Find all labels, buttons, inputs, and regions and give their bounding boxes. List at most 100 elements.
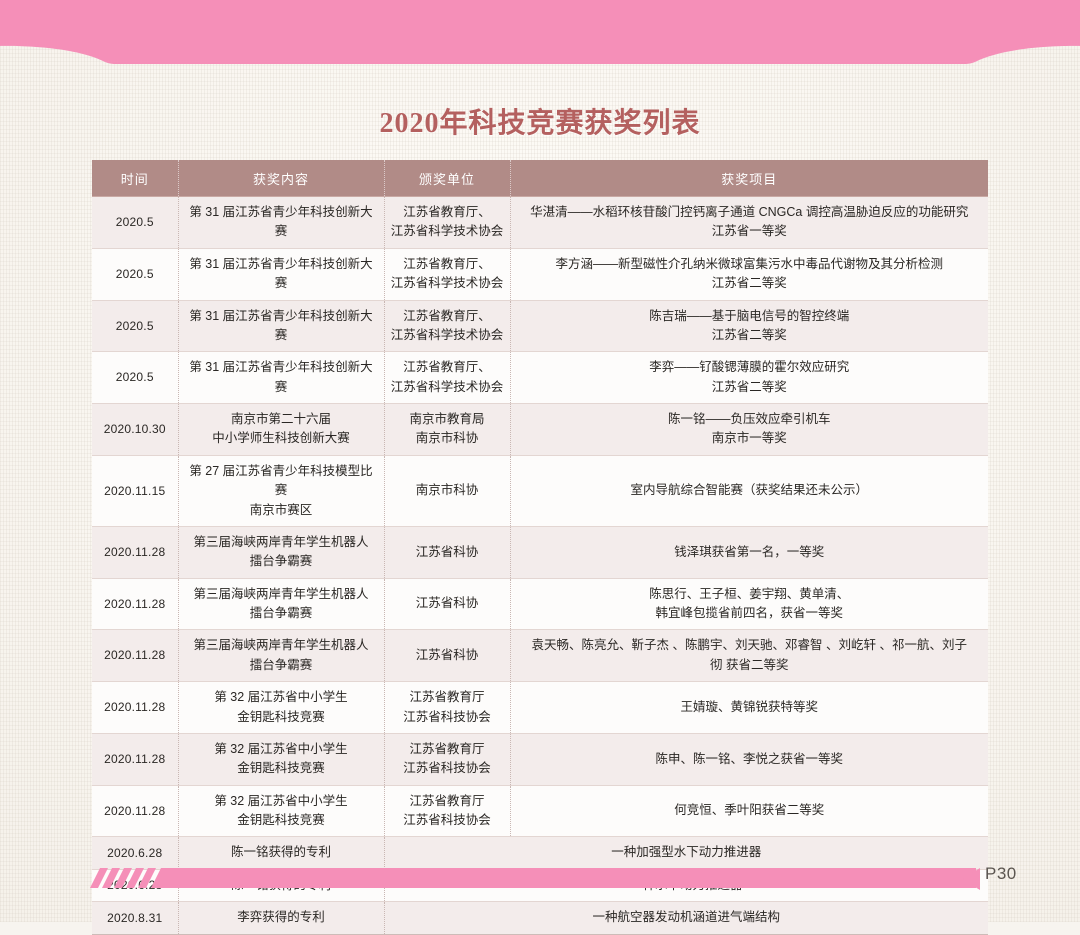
- cell-line: 2020.6.28: [107, 845, 163, 860]
- cell-line: 第 31 届江苏省青少年科技创新大赛: [189, 308, 373, 342]
- cell-org: 江苏省教育厅、 江苏省科学技术协会: [384, 196, 511, 249]
- cell-org: 江苏省教育厅 江苏省科技协会: [384, 681, 511, 734]
- cell-line: 第三届海峡两岸青年学生机器人: [193, 586, 369, 601]
- cell-line: 江苏省二等奖: [711, 379, 787, 394]
- cell-line: 江苏省教育厅、: [403, 205, 491, 219]
- cell-line: 南京市第二十六届: [230, 412, 331, 426]
- cell-line: 江苏省一等奖: [711, 224, 787, 239]
- cell-project: 陈思行、王子桓、姜宇翔、黄单清、 韩宜峰包揽省前四名，获省一等奖: [510, 578, 988, 631]
- cell-org: 江苏省科协: [384, 578, 511, 631]
- cell-line: 李弈获得的专利: [237, 910, 325, 925]
- cell-line: 擂台争霸赛: [249, 606, 313, 620]
- page-number: P30: [985, 864, 1017, 883]
- cell-line: 江苏省教育厅、: [403, 256, 491, 271]
- cell-line: 金钥匙科技竞赛: [237, 813, 325, 827]
- cell-project: 陈吉瑞——基于脑电信号的智控终端 江苏省二等奖: [510, 300, 988, 353]
- table-row: 2020.10.30 南京市第二十六届 中小学师生科技创新大赛 南京市教育局 南京市科协…: [92, 403, 988, 456]
- cell-line: 南京市一等奖: [711, 431, 787, 446]
- cell-time: 2020.11.28: [92, 629, 179, 683]
- cell-line: 2020.10.30: [103, 422, 166, 437]
- cell-time: 2020.11.28: [92, 526, 179, 579]
- cell-line: 2020.5: [115, 266, 154, 281]
- footer-bar: [151, 868, 976, 888]
- cell-line: 第 31 届江苏省青少年科技创新大赛: [189, 256, 373, 291]
- cell-project: 何竞恒、季叶阳获省二等奖: [510, 785, 988, 838]
- cell-project: 一种航空器发动机涵道进气端结构: [384, 901, 988, 935]
- cell-line: 江苏省教育厅、: [403, 308, 491, 323]
- cell-line: 第 32 届江苏省中小学生: [214, 741, 348, 756]
- cell-project: 李弈——钌酸锶薄膜的霍尔效应研究 江苏省二等奖: [510, 351, 988, 404]
- cell-line: 第 31 届江苏省青少年科技创新大赛: [189, 360, 373, 394]
- cell-project: 王婧璇、黄锦锐获特等奖: [510, 681, 988, 734]
- column-header-time: 时间: [92, 160, 179, 197]
- cell-line: 钱泽琪获省第一名，一等奖: [674, 544, 825, 559]
- cell-time: 2020.11.15: [92, 455, 179, 527]
- table-row: 2020.5 第 31 届江苏省青少年科技创新大赛 江苏省教育厅、 江苏省科学技术协会…: [92, 300, 988, 353]
- page-footer: [0, 862, 1080, 896]
- cell-project: 华湛清——水稻环核苷酸门控钙离子通道 CNGCa 调控高温胁迫反应的功能研究 江苏…: [510, 196, 988, 249]
- cell-event: 第 32 届江苏省中小学生 金钥匙科技竞赛: [178, 785, 385, 838]
- cell-line: 中小学师生科技创新大赛: [212, 431, 350, 446]
- cell-org: 江苏省教育厅、 江苏省科学技术协会: [384, 300, 511, 353]
- cell-event: 第 27 届江苏省青少年科技模型比赛 南京市赛区: [178, 455, 385, 527]
- cell-project: 李方涵——新型磁性介孔纳米微球富集污水中毒品代谢物及其分析检测 江苏省二等奖: [510, 248, 988, 301]
- cell-line: 2020.5: [115, 370, 154, 385]
- cell-event: 第三届海峡两岸青年学生机器人 擂台争霸赛: [178, 629, 385, 683]
- cell-org: 江苏省教育厅、 江苏省科学技术协会: [384, 351, 511, 404]
- cell-line: 第 32 届江苏省中小学生: [214, 793, 348, 808]
- cell-org: 江苏省教育厅、 江苏省科学技术协会: [384, 248, 511, 301]
- cell-time: 2020.10.30: [92, 403, 179, 456]
- footer-arrow-icon: [962, 868, 980, 890]
- cell-line: 第 27 届江苏省青少年科技模型比赛: [189, 463, 373, 498]
- cell-line: 江苏省科学技术协会: [390, 327, 504, 342]
- cell-line: 韩宜峰包揽省前四名，获省一等奖: [655, 606, 843, 620]
- cell-time: 2020.11.28: [92, 578, 179, 631]
- cell-org: 江苏省教育厅 江苏省科技协会: [384, 733, 511, 786]
- table-row: 2020.11.28 第三届海峡两岸青年学生机器人 擂台争霸赛 江苏省科协 袁天畅、陈亮…: [92, 629, 988, 683]
- cell-project: 钱泽琪获省第一名，一等奖: [510, 526, 988, 579]
- cell-event: 第三届海峡两岸青年学生机器人 擂台争霸赛: [178, 578, 385, 631]
- cell-line: 2020.5: [115, 215, 154, 230]
- cell-event: 南京市第二十六届中小学师生科技创新大赛: [178, 403, 385, 456]
- cell-line: 一种航空器发动机涵道进气端结构: [592, 910, 780, 925]
- cell-line: 江苏省科学技术协会: [390, 224, 504, 239]
- cell-project: 袁天畅、陈亮允、靳子杰 、陈鹏宇、刘天驰、邓睿智 、刘屹轩 、祁一航、刘子彻 获…: [510, 629, 988, 683]
- column-header-org: 颁奖单位: [384, 160, 511, 197]
- cell-line: 江苏省科协: [415, 596, 479, 611]
- column-header-event: 获奖内容: [178, 160, 385, 197]
- table-row: 2020.8.31 李弈获得的专利 一种航空器发动机涵道进气端结构: [92, 901, 988, 935]
- cell-line: 李弈——钌酸锶薄膜的霍尔效应研究: [649, 360, 850, 375]
- cell-event: 第 31 届江苏省青少年科技创新大赛: [178, 300, 385, 353]
- cell-project: 陈申、陈一铭、李悦之获省一等奖: [510, 733, 988, 786]
- cell-time: 2020.5: [92, 351, 179, 404]
- cell-time: 2020.11.28: [92, 785, 179, 838]
- cell-line: 第三届海峡两岸青年学生机器人: [193, 638, 369, 653]
- cell-project: 一种加强型水下动力推进器: [384, 836, 988, 870]
- cell-line: 江苏省教育厅: [409, 793, 485, 808]
- cell-project: 陈一铭——负压效应牵引机车 南京市一等奖: [510, 403, 988, 456]
- cell-line: 2020.11.28: [104, 596, 166, 611]
- cell-line: 2020.11.28: [104, 803, 166, 818]
- cell-line: 第 31 届江苏省青少年科技创新大赛: [189, 205, 373, 239]
- column-header-project: 获奖项目: [510, 160, 988, 197]
- table-row: 2020.11.28 第 32 届江苏省中小学生 金钥匙科技竞赛 江苏省教育厅 江苏省科…: [92, 733, 988, 786]
- cell-line: 擂台争霸赛: [249, 554, 313, 569]
- table-row: 2020.11.28 第三届海峡两岸青年学生机器人 擂台争霸赛 江苏省科协 陈思行、王子…: [92, 578, 988, 631]
- table-row: 2020.5 第 31 届江苏省青少年科技创新大赛 江苏省教育厅、 江苏省科学技术协会…: [92, 351, 988, 404]
- table-row: 2020.5 第 31 届江苏省青少年科技创新大赛 江苏省教育厅、 江苏省科学技术协会…: [92, 248, 988, 301]
- cell-line: 南京市教育局: [409, 412, 485, 426]
- cell-time: 2020.8.31: [92, 901, 179, 935]
- cell-line: 金钥匙科技竞赛: [237, 709, 325, 724]
- cell-line: 何竞恒、季叶阳获省二等奖: [674, 803, 825, 818]
- cell-line: 江苏省科技协会: [403, 813, 491, 827]
- cell-line: 金钥匙科技竞赛: [237, 761, 325, 776]
- cell-line: 陈思行、王子桓、姜宇翔、黄单清、: [649, 586, 850, 601]
- cell-line: 华湛清——水稻环核苷酸门控钙离子通道 CNGCa 调控高温胁迫反应的功能研究: [530, 205, 969, 219]
- cell-line: 第三届海峡两岸青年学生机器人: [193, 534, 369, 549]
- cell-line: 2020.11.15: [104, 483, 166, 498]
- page-title: 2020年科技竞赛获奖列表: [379, 108, 701, 139]
- cell-line: 江苏省科学技术协会: [390, 379, 504, 394]
- cell-event: 第 32 届江苏省中小学生 金钥匙科技竞赛: [178, 681, 385, 734]
- table-row: 2020.11.28 第三届海峡两岸青年学生机器人 擂台争霸赛 江苏省科协 钱泽琪获省第…: [92, 526, 988, 579]
- cell-line: 2020.11.28: [104, 751, 166, 766]
